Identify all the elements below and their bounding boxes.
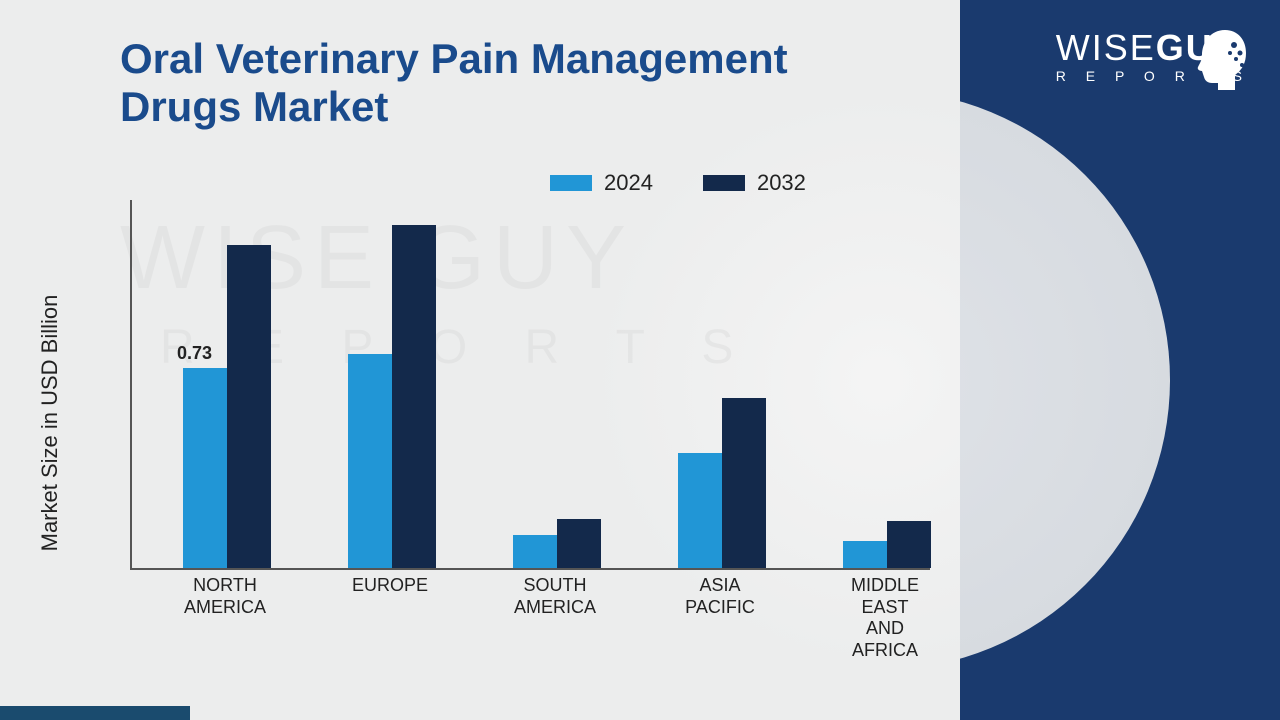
- logo-word1: WISE: [1056, 27, 1156, 68]
- bar-2024: [183, 368, 227, 568]
- legend-item-2024: 2024: [550, 170, 653, 196]
- bar-2032: [227, 245, 271, 568]
- plot-region: 0.73: [130, 200, 930, 570]
- bar-value-label: 0.73: [177, 343, 212, 364]
- bar-group: [843, 521, 931, 568]
- chart-area: Market Size in USD Billion 2024 2032 0.7…: [60, 170, 940, 650]
- bar-2024: [843, 541, 887, 568]
- legend: 2024 2032: [550, 170, 806, 196]
- chart-title: Oral Veterinary Pain Management Drugs Ma…: [120, 35, 870, 132]
- brand-logo: WISEGUY R E P O R T S: [1056, 30, 1250, 84]
- x-axis-category-label: MIDDLEEASTANDAFRICA: [851, 575, 919, 661]
- bar-2024: [678, 453, 722, 568]
- bar-2032: [392, 225, 436, 568]
- bar-2024: [348, 354, 392, 568]
- bar-2032: [887, 521, 931, 568]
- head-profile-icon: [1190, 25, 1260, 95]
- legend-label-2032: 2032: [757, 170, 806, 196]
- legend-swatch-2032: [703, 175, 745, 191]
- y-axis-label: Market Size in USD Billion: [37, 295, 63, 552]
- bar-2032: [557, 519, 601, 568]
- bar-group: [678, 398, 766, 568]
- bar-group: [513, 519, 601, 568]
- x-axis-category-label: SOUTHAMERICA: [514, 575, 596, 618]
- bottom-accent-bar: [0, 706, 190, 720]
- legend-swatch-2024: [550, 175, 592, 191]
- legend-item-2032: 2032: [703, 170, 806, 196]
- bar-2032: [722, 398, 766, 568]
- legend-label-2024: 2024: [604, 170, 653, 196]
- x-axis-category-label: EUROPE: [352, 575, 428, 597]
- x-axis-category-label: ASIAPACIFIC: [685, 575, 755, 618]
- x-axis-category-label: NORTHAMERICA: [184, 575, 266, 618]
- bar-2024: [513, 535, 557, 568]
- bar-group: [348, 225, 436, 568]
- bar-group: 0.73: [183, 245, 271, 568]
